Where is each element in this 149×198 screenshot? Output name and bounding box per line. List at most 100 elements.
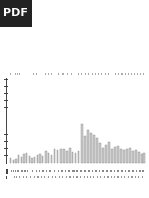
Bar bbox=[129, 148, 131, 163]
Bar bbox=[128, 176, 129, 178]
Bar bbox=[36, 170, 37, 172]
Bar bbox=[137, 73, 138, 75]
Bar bbox=[60, 148, 62, 163]
Bar bbox=[84, 136, 86, 163]
Bar bbox=[23, 176, 24, 178]
Text: PDF: PDF bbox=[3, 8, 28, 18]
Bar bbox=[120, 148, 122, 163]
Bar bbox=[125, 170, 126, 172]
Bar bbox=[102, 148, 104, 163]
Bar bbox=[42, 170, 44, 172]
Bar bbox=[44, 176, 45, 178]
Bar bbox=[105, 145, 107, 163]
Bar bbox=[26, 176, 27, 178]
Bar bbox=[107, 176, 109, 178]
Bar bbox=[99, 143, 101, 163]
Bar bbox=[121, 176, 122, 178]
Bar bbox=[131, 176, 133, 178]
Bar bbox=[18, 155, 19, 163]
Bar bbox=[118, 73, 119, 75]
Bar bbox=[143, 153, 145, 163]
Bar bbox=[72, 170, 74, 172]
Bar bbox=[39, 154, 41, 163]
Bar bbox=[51, 73, 52, 75]
Bar bbox=[84, 170, 86, 172]
Bar bbox=[19, 176, 20, 178]
Bar bbox=[99, 170, 100, 172]
Bar bbox=[17, 73, 18, 75]
Bar bbox=[45, 151, 47, 163]
Bar bbox=[10, 73, 11, 75]
Bar bbox=[104, 176, 105, 178]
Bar bbox=[117, 146, 119, 163]
Bar bbox=[114, 170, 115, 172]
Bar bbox=[93, 176, 94, 178]
Bar bbox=[80, 170, 82, 172]
Bar bbox=[111, 176, 112, 178]
Bar bbox=[27, 170, 28, 172]
Bar bbox=[69, 176, 71, 178]
Bar bbox=[72, 152, 73, 163]
Bar bbox=[29, 156, 30, 163]
Bar bbox=[108, 73, 109, 75]
Bar bbox=[26, 153, 27, 163]
Bar bbox=[6, 78, 7, 164]
Bar bbox=[124, 176, 125, 178]
Bar bbox=[135, 150, 137, 163]
Bar bbox=[48, 176, 49, 178]
Bar bbox=[81, 73, 82, 75]
Bar bbox=[21, 170, 23, 172]
Bar bbox=[88, 73, 89, 75]
Bar bbox=[92, 73, 93, 75]
Bar bbox=[78, 73, 79, 75]
Bar bbox=[141, 154, 143, 163]
Bar bbox=[51, 155, 52, 163]
Bar bbox=[31, 158, 33, 163]
Bar bbox=[143, 73, 144, 75]
Bar bbox=[39, 170, 40, 172]
Bar bbox=[87, 176, 88, 178]
Bar bbox=[81, 124, 83, 163]
Bar bbox=[34, 157, 35, 163]
Bar bbox=[59, 176, 60, 178]
Bar bbox=[115, 73, 116, 75]
Bar bbox=[4, 134, 8, 135]
Bar bbox=[132, 151, 134, 163]
Bar bbox=[117, 176, 119, 178]
Bar bbox=[15, 170, 16, 172]
Bar bbox=[106, 170, 108, 172]
Bar bbox=[84, 176, 85, 178]
Bar bbox=[90, 176, 91, 178]
Bar bbox=[56, 150, 58, 163]
Bar bbox=[125, 73, 126, 75]
Bar bbox=[13, 160, 14, 163]
Bar bbox=[4, 86, 8, 87]
Bar bbox=[15, 73, 16, 75]
Bar bbox=[24, 170, 26, 172]
Bar bbox=[87, 130, 89, 163]
Bar bbox=[142, 176, 143, 178]
Bar bbox=[96, 138, 98, 163]
Bar bbox=[100, 176, 101, 178]
Bar bbox=[76, 170, 78, 172]
Bar bbox=[16, 176, 17, 178]
Bar bbox=[97, 176, 98, 178]
Bar bbox=[53, 170, 55, 172]
Bar bbox=[45, 73, 46, 75]
Bar bbox=[68, 170, 70, 172]
Bar bbox=[139, 170, 141, 172]
Bar bbox=[13, 170, 14, 172]
Bar bbox=[142, 170, 144, 172]
Bar bbox=[21, 157, 22, 163]
Bar bbox=[33, 73, 34, 75]
Bar bbox=[138, 176, 139, 178]
Bar bbox=[102, 170, 104, 172]
Bar bbox=[121, 170, 123, 172]
Bar bbox=[61, 170, 63, 172]
Bar bbox=[46, 170, 47, 172]
Bar bbox=[135, 176, 136, 178]
Bar bbox=[49, 170, 51, 172]
Bar bbox=[38, 176, 39, 178]
Bar bbox=[4, 93, 8, 94]
Bar bbox=[15, 159, 17, 163]
